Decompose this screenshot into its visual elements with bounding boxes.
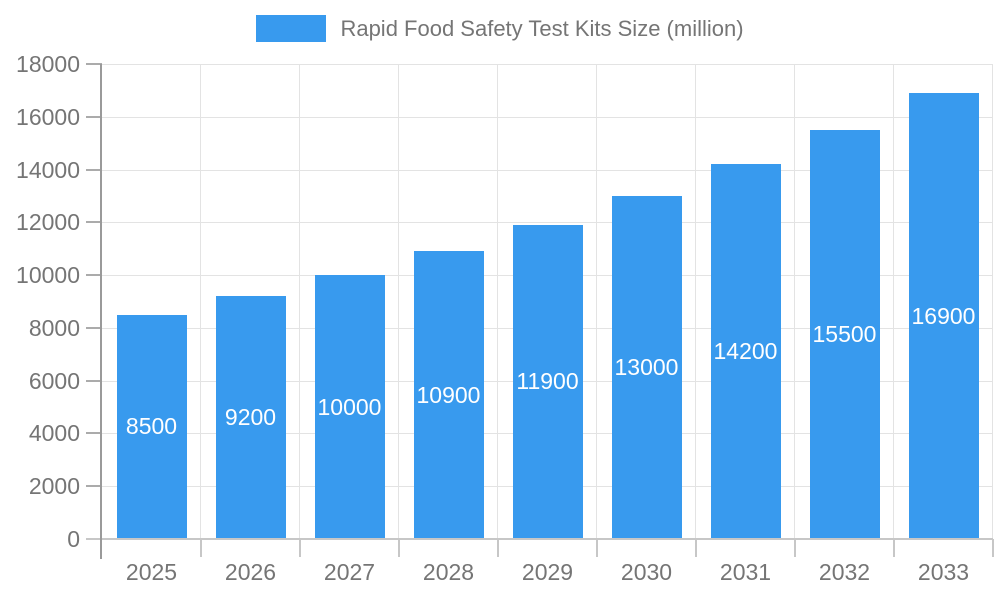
bar-value-label: 15500	[812, 320, 877, 347]
x-gridline	[497, 64, 498, 539]
bar-value-label: 11900	[516, 368, 579, 395]
x-axis-tick	[596, 539, 598, 557]
bar-value-label: 8500	[125, 413, 178, 440]
x-gridline	[596, 64, 597, 539]
x-axis-tick	[497, 539, 499, 557]
bar-2031: 14200	[710, 164, 781, 539]
x-gridline	[992, 64, 993, 539]
x-axis-label: 2030	[620, 559, 673, 585]
x-axis-label: 2033	[917, 559, 970, 585]
y-gridline	[102, 116, 993, 118]
y-axis-tick	[86, 326, 102, 329]
y-gridline	[102, 64, 993, 65]
bar-2030: 13000	[611, 195, 682, 539]
legend-label: Rapid Food Safety Test Kits Size (millio…	[340, 15, 744, 41]
x-axis-line	[86, 538, 993, 540]
y-axis-label: 2000	[28, 473, 80, 500]
y-axis-tick	[86, 274, 102, 277]
y-axis-tick	[86, 63, 102, 65]
bar-2025: 8500	[116, 314, 187, 539]
bar-value-label: 10900	[416, 381, 481, 408]
y-axis-label: 8000	[28, 314, 80, 341]
chart-legend: Rapid Food Safety Test Kits Size (millio…	[0, 15, 1000, 42]
x-axis-label: 2027	[323, 559, 376, 585]
x-axis-label: 2026	[224, 559, 277, 585]
x-gridline	[299, 64, 300, 539]
x-axis-label: 2028	[422, 559, 475, 585]
x-gridline	[200, 64, 201, 539]
x-gridline	[893, 64, 894, 539]
legend-item[interactable]: Rapid Food Safety Test Kits Size (millio…	[256, 15, 744, 42]
x-axis-tick	[794, 539, 796, 557]
x-axis-tick	[299, 539, 301, 557]
bar-value-label: 13000	[614, 353, 679, 380]
bar-2033: 16900	[908, 93, 979, 539]
x-axis-label: 2029	[521, 559, 574, 585]
y-axis-label: 10000	[16, 262, 80, 289]
y-axis-label: 4000	[28, 420, 80, 447]
bar-2027: 10000	[314, 275, 385, 539]
x-gridline	[794, 64, 795, 539]
y-axis-tick	[86, 221, 102, 224]
y-axis-tick	[86, 379, 102, 382]
x-axis-tick	[200, 539, 202, 557]
bar-2026: 9200	[215, 296, 286, 539]
bar-value-label: 10000	[317, 393, 382, 420]
bar-value-label: 16900	[911, 302, 976, 329]
bar-value-label: 14200	[713, 338, 778, 365]
bar-2029: 11900	[512, 224, 583, 539]
y-axis-tick	[86, 432, 102, 435]
bar-value-label: 9200	[224, 404, 277, 431]
y-axis-label: 18000	[16, 51, 80, 77]
bar-2028: 10900	[413, 251, 484, 539]
bar-2032: 15500	[809, 129, 880, 539]
y-axis-label: 14000	[16, 156, 80, 183]
x-axis-label: 2025	[125, 559, 178, 585]
x-axis-tick	[695, 539, 697, 557]
x-gridline	[398, 64, 399, 539]
y-axis-label: 12000	[16, 209, 80, 236]
y-gridline	[102, 169, 993, 171]
x-axis-tick	[992, 539, 994, 557]
x-gridline	[695, 64, 696, 539]
y-axis-label: 6000	[28, 367, 80, 394]
y-axis-line	[100, 64, 102, 559]
y-axis-tick	[86, 115, 102, 118]
y-gridline	[102, 222, 993, 224]
x-axis-tick	[398, 539, 400, 557]
x-axis-label: 2032	[818, 559, 871, 585]
legend-swatch	[256, 15, 327, 42]
y-axis-tick	[86, 168, 102, 171]
y-axis-label: 0	[67, 526, 80, 552]
y-axis-tick	[86, 485, 102, 488]
x-axis-label: 2031	[719, 559, 772, 585]
y-axis-label: 16000	[16, 103, 80, 130]
x-axis-tick	[893, 539, 895, 557]
